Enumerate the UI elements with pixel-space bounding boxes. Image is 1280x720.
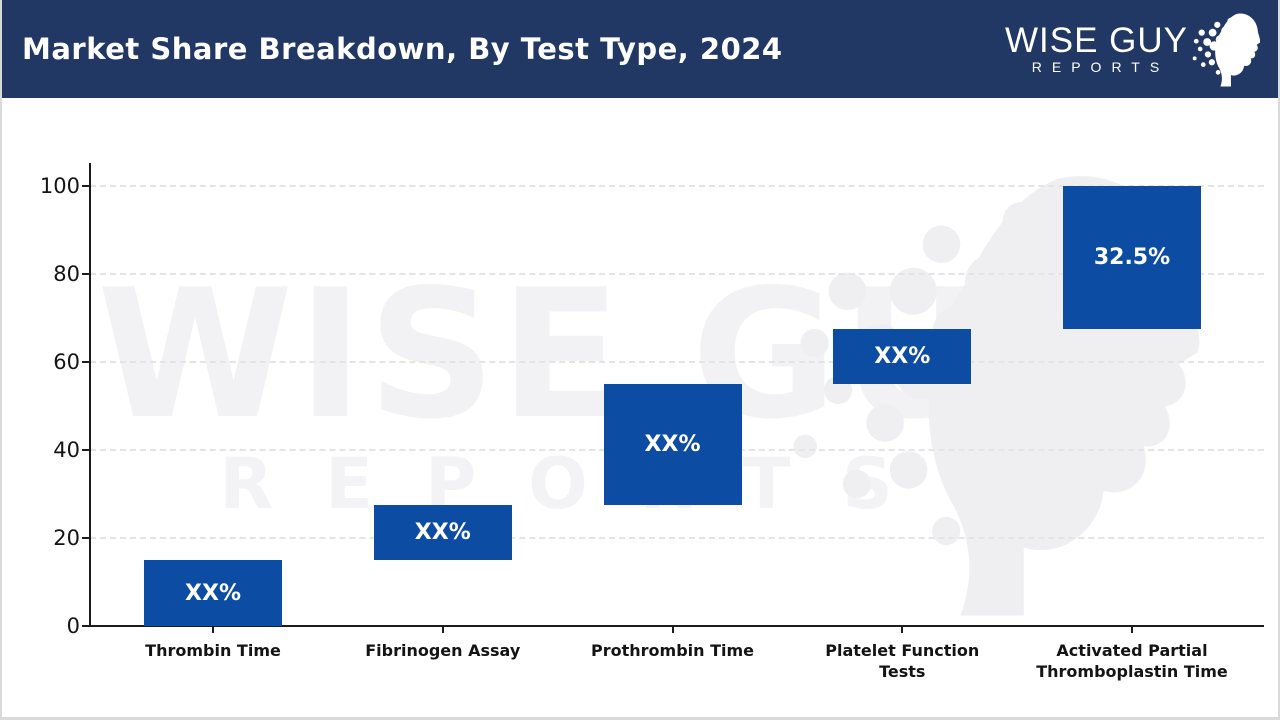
header-bar: Market Share Breakdown, By Test Type, 20… (2, 0, 1278, 98)
gridline-20 (90, 537, 1264, 539)
x-category-label: Fibrinogen Assay (365, 641, 521, 660)
bar-value-label: XX% (185, 580, 241, 606)
y-tick-label-100: 100 (39, 174, 80, 198)
gridline-100 (90, 185, 1264, 187)
bar-fibrinogen-assay: XX% (373, 505, 512, 560)
x-tick-3 (901, 626, 904, 633)
x-tick-1 (441, 626, 444, 633)
y-tick-100 (82, 185, 90, 187)
bar-thrombin-time: XX% (144, 560, 282, 626)
y-axis-spine (89, 163, 91, 627)
watermark-subtitle: REPORTS (219, 443, 945, 525)
x-category-label: Activated Partial Thromboplastin Time (1036, 641, 1228, 681)
logo-subtitle: REPORTS (1031, 59, 1170, 75)
logo-text: WISE GUY REPORTS (1004, 21, 1188, 76)
x-axis-spine (89, 625, 1264, 627)
bar-platelet-function-tests: XX% (833, 329, 972, 384)
y-tick-label-80: 80 (53, 262, 80, 286)
y-tick-label-60: 60 (53, 350, 80, 374)
bar-value-label: XX% (874, 344, 931, 369)
bar-prothrombin-time: XX% (603, 384, 742, 505)
y-tick-label-0: 0 (66, 614, 80, 638)
x-category-label: Prothrombin Time (590, 641, 755, 660)
y-tick-60 (82, 361, 90, 363)
gridline-60 (90, 361, 1264, 363)
y-tick-20 (82, 537, 90, 539)
logo-wordmark: WISE GUY (1004, 21, 1188, 60)
logo-head-icon (1192, 13, 1261, 87)
gridline-80 (90, 273, 1264, 275)
x-tick-0 (212, 626, 214, 633)
x-tick-4 (1131, 626, 1133, 633)
chart-title: Market Share Breakdown, By Test Type, 20… (22, 32, 783, 66)
y-tick-label-40: 40 (53, 438, 80, 462)
watermark: WISE GUY REPORTS (97, 266, 1119, 525)
bar-value-label: XX% (644, 432, 701, 457)
bar-activated-partial-thromboplastin-time: 32.5% (1063, 186, 1201, 329)
x-category-label: Platelet Function Tests (825, 641, 980, 681)
y-tick-label-20: 20 (53, 526, 80, 550)
x-tick-2 (671, 626, 674, 633)
y-tick-40 (82, 449, 90, 451)
x-category-label: Thrombin Time (145, 641, 281, 660)
y-tick-80 (82, 273, 90, 275)
bar-value-label: 32.5% (1093, 245, 1171, 270)
bar-value-label: XX% (414, 520, 471, 545)
wise-guy-logo: WISE GUY REPORTS (1005, 7, 1268, 91)
y-tick-0 (82, 625, 90, 627)
